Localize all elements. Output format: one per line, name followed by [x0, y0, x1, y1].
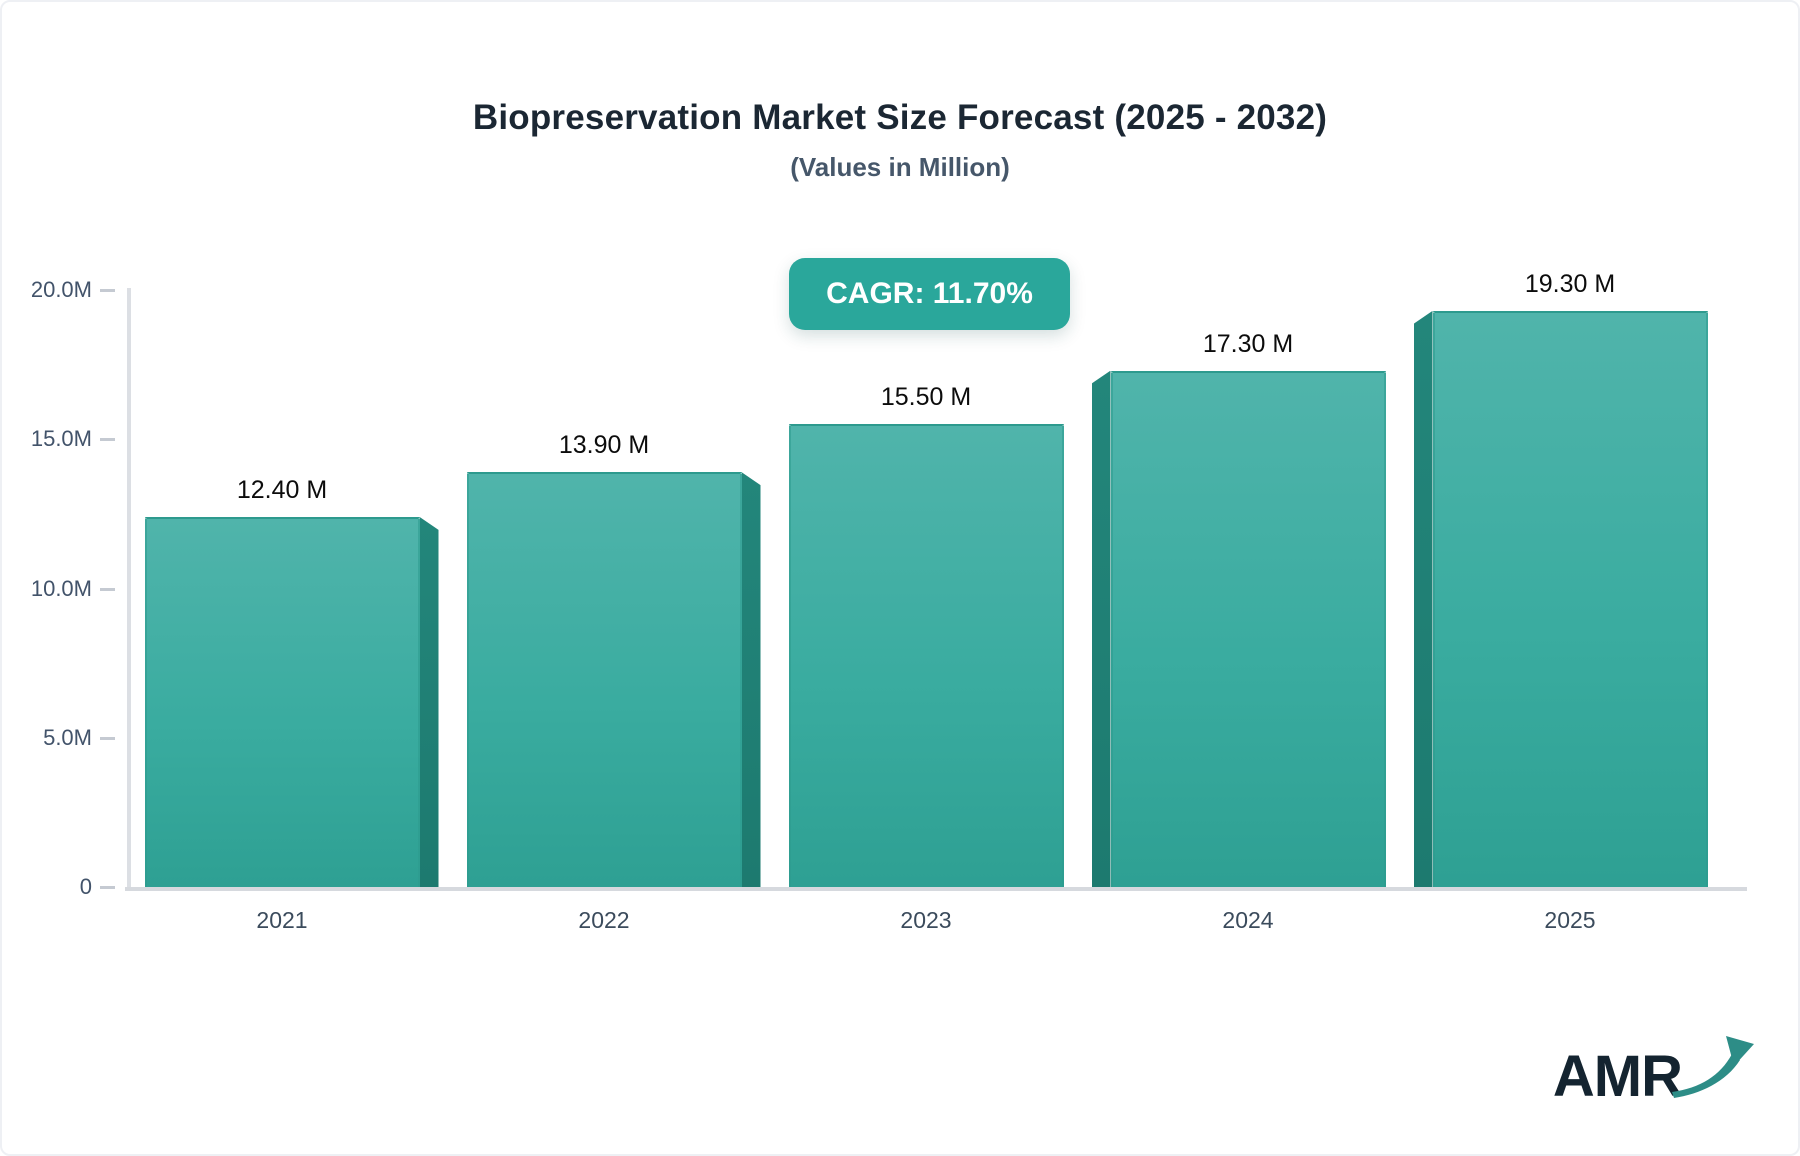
bar-2023[interactable] [788, 424, 1064, 887]
y-tick-dash [100, 886, 115, 889]
cagr-badge: CAGR: 11.70% [789, 258, 1070, 330]
x-tick-label: 2025 [1544, 907, 1596, 933]
bar-2025-3d-side [1413, 310, 1433, 887]
y-axis-line [127, 288, 131, 889]
y-tick-label: 5.0M [43, 724, 92, 750]
amr-logo: AMR [1553, 1034, 1756, 1108]
bar-value-label: 17.30 M [1202, 329, 1294, 358]
chart-title: Biopreservation Market Size Forecast (20… [472, 98, 1328, 137]
bar-2022-3d-side [741, 472, 761, 887]
y-tick-dash [100, 736, 115, 740]
bar-value-label: 13.90 M [558, 431, 650, 460]
y-tick-dash [100, 587, 115, 591]
x-tick-label: 2022 [578, 907, 630, 933]
x-tick-label: 2021 [256, 907, 308, 933]
y-tick-label: 15.0M [30, 426, 92, 452]
y-tick-dash [100, 289, 115, 292]
x-tick-label: 2024 [1222, 907, 1274, 933]
y-tick-dash [100, 438, 115, 442]
bar-value-label: 15.50 M [880, 383, 972, 412]
bar-2022[interactable] [466, 472, 742, 887]
bar-2021-3d-side [419, 516, 439, 887]
y-tick-label: 10.0M [30, 575, 92, 601]
bar-2024[interactable] [1110, 370, 1386, 887]
x-axis-line [125, 887, 1747, 891]
chart-subtitle: (Values in Million) [790, 152, 1010, 182]
y-tick-label: 0 [79, 874, 92, 899]
y-tick-label: 20.0M [30, 277, 92, 302]
amr-logo-text: AMR [1552, 1044, 1683, 1109]
bar-2025[interactable] [1432, 310, 1708, 887]
bar-2021[interactable] [144, 516, 420, 887]
growth-arrow-icon [1672, 1036, 1754, 1098]
bar-value-label: 19.30 M [1524, 269, 1616, 298]
bar-value-label: 12.40 M [236, 475, 328, 504]
cagr-badge-label: CAGR: 11.70% [826, 277, 1033, 310]
x-tick-label: 2023 [900, 907, 952, 933]
bar-2024-3d-side [1091, 370, 1111, 887]
